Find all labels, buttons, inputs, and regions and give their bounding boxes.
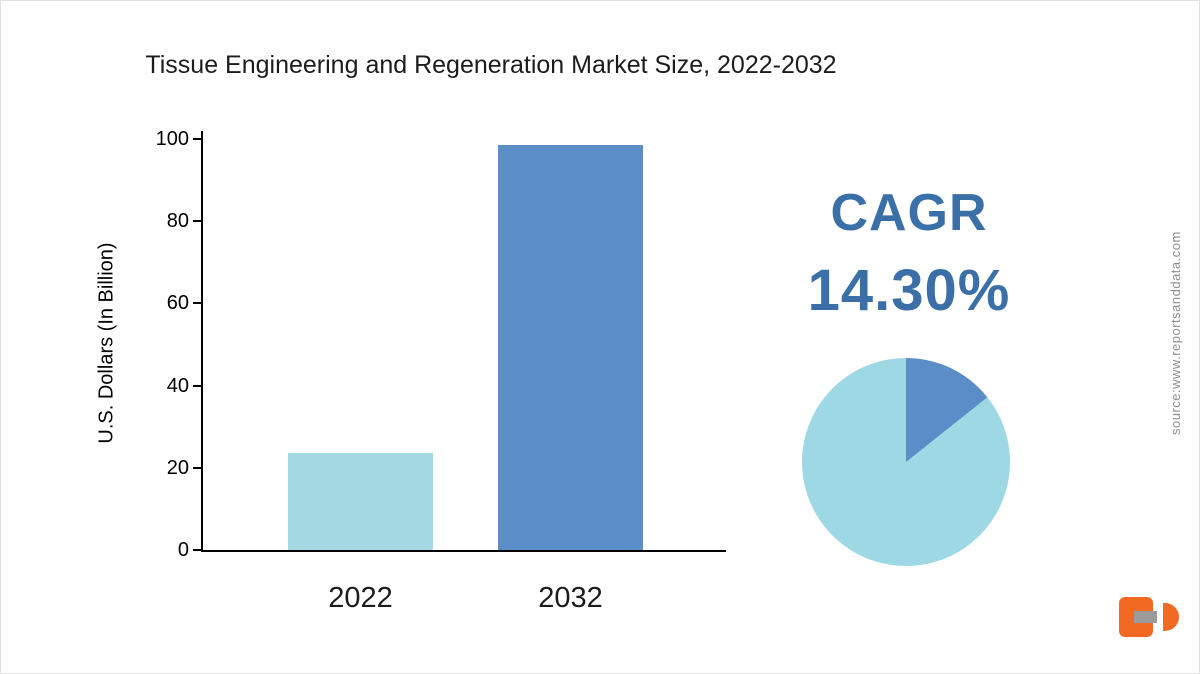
logo-shape-notch — [1134, 611, 1157, 623]
chart-title: Tissue Engineering and Regeneration Mark… — [145, 51, 837, 79]
cagr-value: 14.30% — [807, 258, 1011, 323]
logo-shape-d — [1163, 603, 1179, 631]
cagr-label: CAGR — [830, 184, 988, 242]
y-tick-mark — [193, 549, 201, 551]
y-tick-label: 20 — [166, 456, 189, 479]
x-tick-label-2032: 2032 — [538, 582, 603, 614]
y-tick-label: 0 — [177, 539, 189, 561]
plot-area: 0 20 40 60 80 100 2022 2032 — [156, 128, 726, 614]
y-tick-label: 60 — [166, 292, 189, 315]
cagr-block: CAGR 14.30% — [769, 183, 1049, 324]
y-tick-mark — [193, 138, 201, 140]
y-tick-label: 80 — [166, 210, 189, 233]
y-tick-label: 40 — [166, 374, 189, 397]
y-tick-mark — [193, 220, 201, 223]
y-tick-label: 100 — [155, 128, 189, 150]
reportsanddata-logo — [1119, 597, 1181, 637]
y-axis-label: U.S. Dollars (In Billion) — [95, 242, 118, 444]
bar-2022 — [288, 452, 433, 550]
y-tick-mark — [193, 302, 201, 305]
y-tick-mark — [193, 384, 201, 387]
y-tick-mark — [193, 466, 201, 469]
bar-2032 — [498, 145, 643, 550]
source-watermark: source:www.reportsanddata.com — [1168, 231, 1183, 435]
pie-chart — [802, 358, 1010, 566]
x-tick-label-2022: 2022 — [328, 582, 393, 614]
